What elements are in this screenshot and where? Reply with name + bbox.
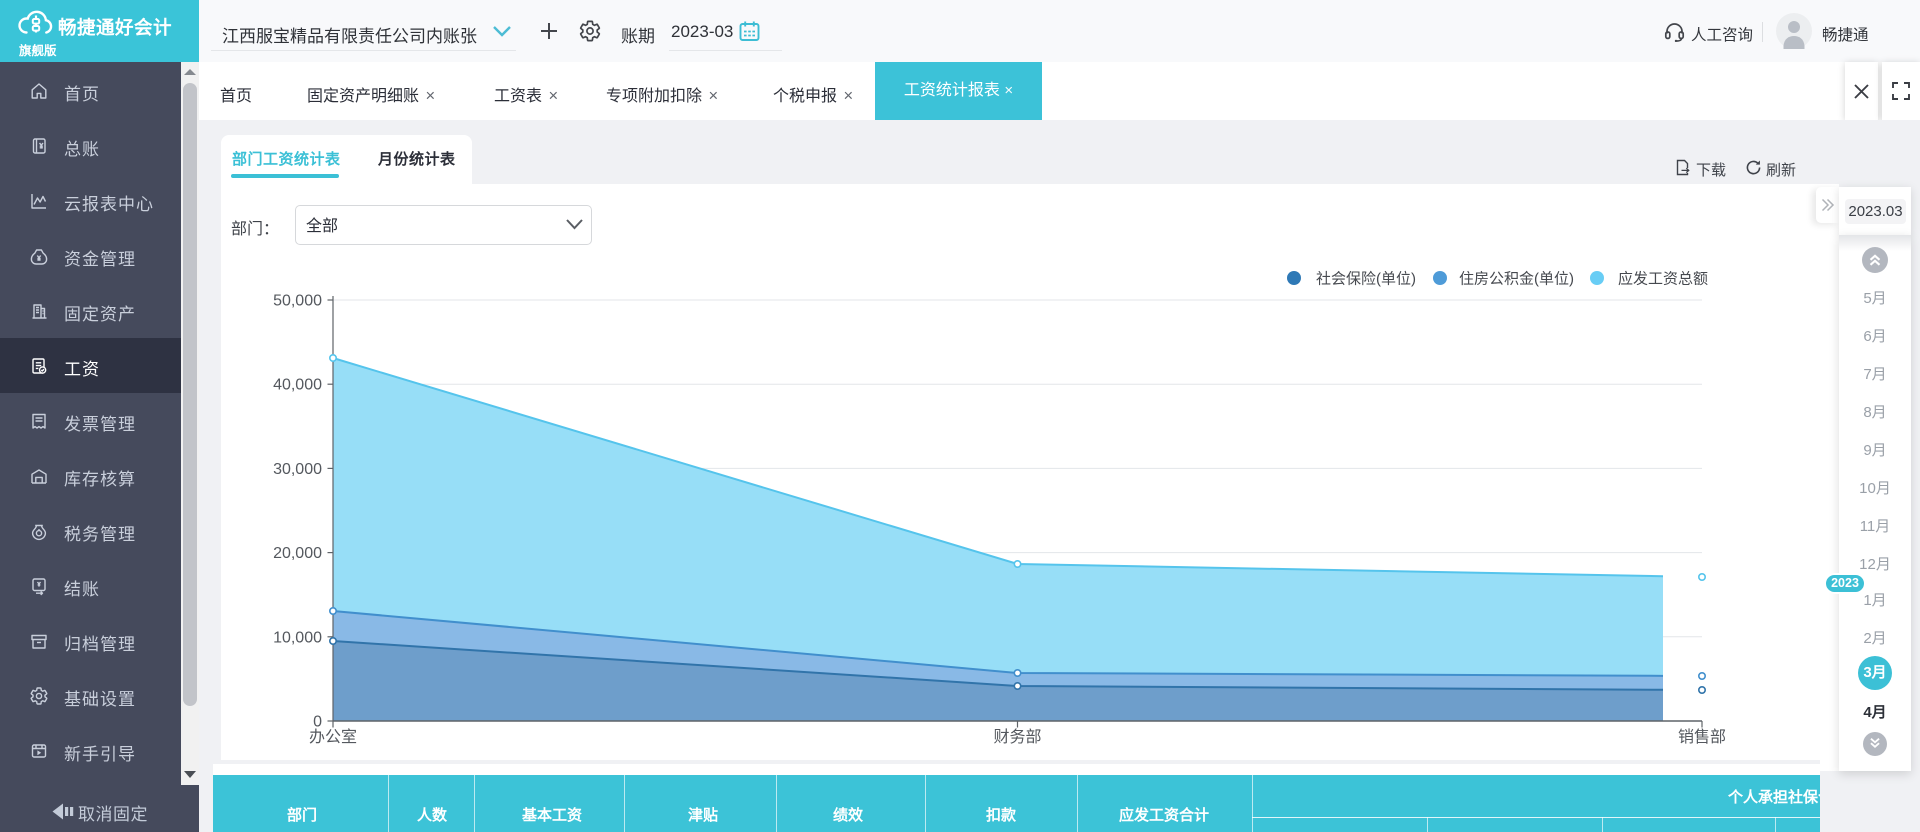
svg-text:应发工资总额: 应发工资总额 — [1618, 270, 1708, 288]
svg-text:40,000: 40,000 — [273, 377, 322, 394]
svg-text:20,000: 20,000 — [273, 545, 322, 562]
svg-text:0: 0 — [313, 714, 322, 731]
svg-text:社会保险(单位): 社会保险(单位) — [1316, 271, 1416, 288]
svg-text:办公室: 办公室 — [309, 728, 357, 746]
svg-text:销售部: 销售部 — [1678, 728, 1726, 746]
svg-text:财务部: 财务部 — [993, 728, 1041, 746]
svg-text:50,000: 50,000 — [273, 293, 322, 310]
svg-text:住房公积金(单位): 住房公积金(单位) — [1459, 271, 1574, 288]
svg-text:30,000: 30,000 — [273, 461, 322, 478]
svg-text:10,000: 10,000 — [273, 629, 322, 646]
